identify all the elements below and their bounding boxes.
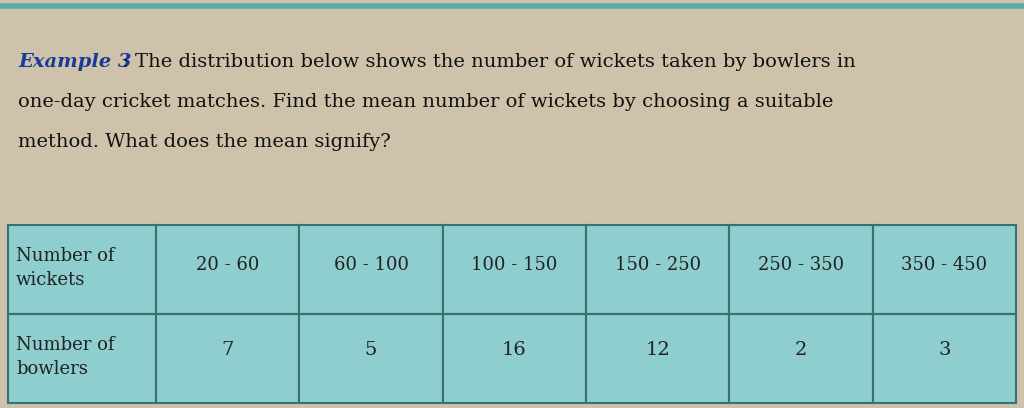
Text: Number of
wickets: Number of wickets [16,247,115,289]
Bar [299,225,442,314]
Text: 350 - 450: 350 - 450 [901,256,987,274]
Text: Example 3: Example 3 [18,53,131,71]
Text: one-day cricket matches. Find the mean number of wickets by choosing a suitable: one-day cricket matches. Find the mean n… [18,93,834,111]
Bar [872,225,1016,314]
Text: 150 - 250: 150 - 250 [614,256,700,274]
Text: 2: 2 [795,341,807,359]
Bar [156,314,299,403]
Bar [872,314,1016,403]
Text: 5: 5 [365,341,377,359]
Bar [729,314,872,403]
Text: 100 - 150: 100 - 150 [471,256,557,274]
Bar [299,314,442,403]
Bar [586,314,729,403]
Bar [729,225,872,314]
Bar [156,225,299,314]
Text: 250 - 350: 250 - 350 [758,256,844,274]
Text: method. What does the mean signify?: method. What does the mean signify? [18,133,391,151]
Text: 7: 7 [221,341,233,359]
Text: Number of
bowlers: Number of bowlers [16,336,115,378]
Bar [8,314,156,403]
Bar [442,314,586,403]
Bar [442,225,586,314]
Bar [586,225,729,314]
Text: 20 - 60: 20 - 60 [196,256,259,274]
Text: 12: 12 [645,341,670,359]
Bar [8,225,156,314]
Text: 3: 3 [938,341,950,359]
Text: 16: 16 [502,341,526,359]
Text: 60 - 100: 60 - 100 [334,256,409,274]
Text: : The distribution below shows the number of wickets taken by bowlers in: : The distribution below shows the numbe… [116,53,856,71]
